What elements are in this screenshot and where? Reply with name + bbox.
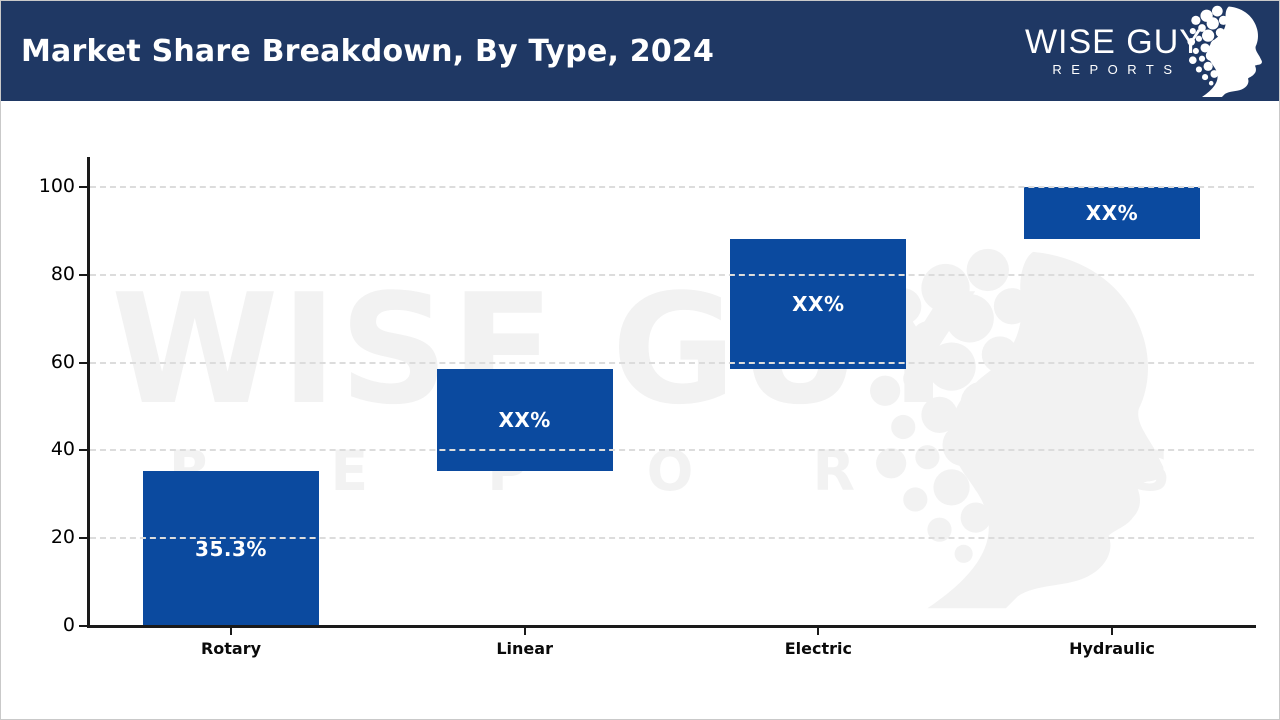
x-axis-line xyxy=(87,625,1256,628)
y-axis-line xyxy=(87,157,90,628)
bar-hydraulic: XX% xyxy=(1024,187,1200,239)
x-tick-mark xyxy=(230,628,232,635)
bar-value-label: XX% xyxy=(792,291,845,316)
y-tick-mark xyxy=(79,625,87,627)
y-tick-mark xyxy=(79,361,87,364)
chart-area: WISE GUY R E P O R T S 0 20 40 60 80 100 35.3… xyxy=(1,101,1279,719)
gridline xyxy=(90,186,1254,188)
bar-linear: XX% xyxy=(436,369,613,472)
y-tick-label: 80 xyxy=(50,262,75,285)
y-tick-mark xyxy=(79,449,87,452)
page-title: Market Share Breakdown, By Type, 2024 xyxy=(21,33,715,69)
category-label: Linear xyxy=(496,639,553,658)
x-tick-mark xyxy=(1111,628,1113,635)
gridline xyxy=(90,361,1254,364)
bar-value-label: 35.3% xyxy=(195,536,267,561)
brand-logo: WISE GUY REPORTS xyxy=(1025,5,1265,97)
brand-subname: REPORTS xyxy=(1052,62,1182,77)
bar-electric: XX% xyxy=(730,238,907,370)
header-bar: Market Share Breakdown, By Type, 2024 WI… xyxy=(1,1,1279,101)
gridline xyxy=(90,537,1254,540)
x-tick-mark xyxy=(523,628,526,635)
y-tick-mark xyxy=(79,273,87,276)
brand-logo-text: WISE GUY REPORTS xyxy=(1025,25,1203,77)
y-tick-label: 60 xyxy=(50,350,75,373)
bar-rotary: 35.3% xyxy=(143,471,319,626)
y-tick-label: 100 xyxy=(38,175,75,197)
y-tick-mark xyxy=(79,186,87,188)
y-tick-label: 40 xyxy=(50,438,75,461)
category-label: Electric xyxy=(784,639,852,658)
y-tick-label: 20 xyxy=(50,526,75,549)
brand-name: WISE GUY xyxy=(1024,23,1203,61)
y-tick-label: 0 xyxy=(62,614,75,636)
watermark-head-icon xyxy=(870,248,1164,609)
gridline xyxy=(90,273,1254,276)
category-label: Hydraulic xyxy=(1069,639,1155,658)
bar-value-label: XX% xyxy=(1085,200,1139,225)
bar-value-label: XX% xyxy=(498,408,551,433)
gridline xyxy=(90,449,1254,452)
x-tick-mark xyxy=(817,628,820,635)
category-label: Rotary xyxy=(200,639,262,658)
y-tick-mark xyxy=(79,537,87,540)
